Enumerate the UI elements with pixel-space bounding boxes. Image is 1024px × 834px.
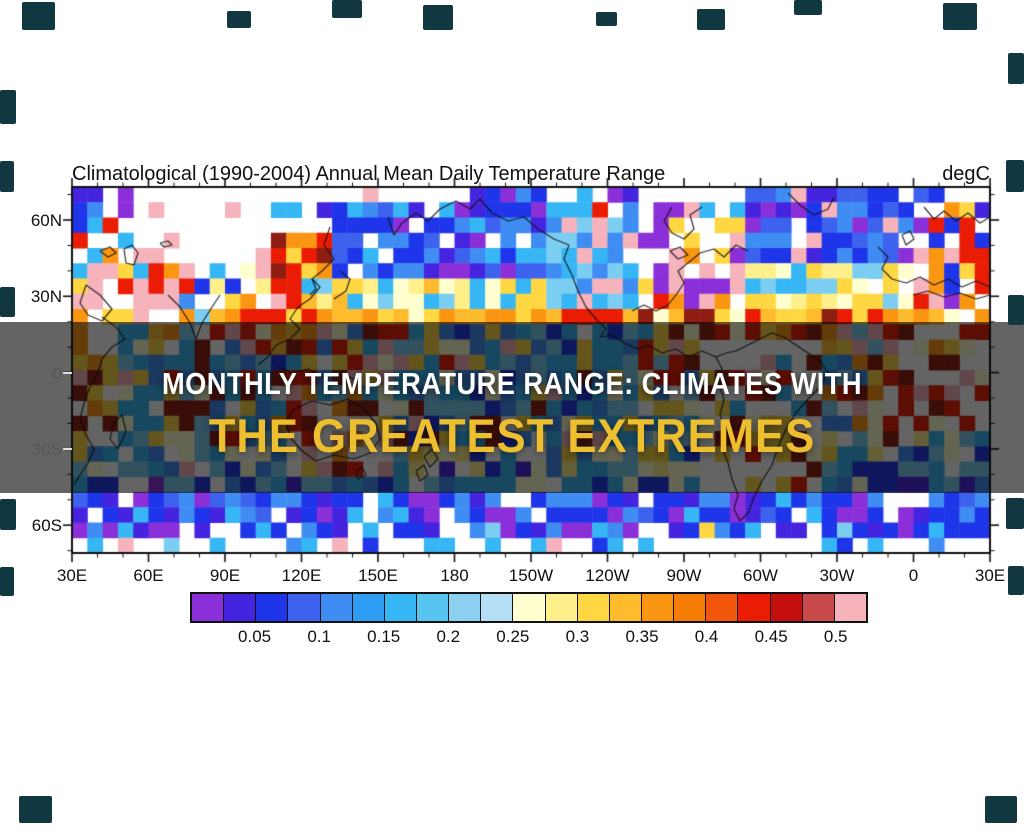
- colorbar-segment: [609, 594, 642, 621]
- edge-decoration-square: [22, 2, 55, 30]
- edge-decoration-square: [1008, 295, 1024, 325]
- colorbar-tick-label: 0.05: [238, 627, 272, 646]
- x-axis-label: 150E: [358, 566, 398, 585]
- edge-decoration-square: [19, 796, 52, 823]
- edge-decoration-square: [423, 5, 453, 30]
- edge-decoration-square: [697, 9, 725, 30]
- edge-decoration-square: [227, 11, 251, 28]
- x-axis-label: 0: [908, 566, 919, 585]
- edge-decoration-square: [0, 90, 16, 124]
- edge-decoration-square: [985, 796, 1017, 823]
- colorbar-segment: [802, 594, 835, 621]
- edge-decoration-square: [0, 287, 15, 317]
- x-axis-label: 150W: [508, 566, 554, 585]
- x-axis-label: 120W: [585, 566, 630, 585]
- edge-decoration-square: [332, 0, 362, 18]
- banner-overlay: [0, 322, 1024, 493]
- colorbar-segment: [513, 594, 546, 621]
- colorbar-segment: [256, 594, 289, 621]
- colorbar-tick-label: 0.25: [496, 627, 530, 646]
- x-axis-label: 30E: [56, 566, 88, 585]
- x-axis-label: 30E: [974, 566, 1006, 585]
- colorbar-segment: [738, 594, 771, 621]
- colorbar-segment: [674, 594, 707, 621]
- colorbar-tick-label: 0.4: [694, 627, 719, 646]
- colorbar-segment: [224, 594, 257, 621]
- edge-decoration-square: [0, 499, 16, 530]
- colorbar-segment: [192, 594, 225, 621]
- y-axis-label: 30N: [30, 287, 62, 307]
- colorbar-segment: [834, 594, 866, 621]
- edge-decoration-square: [1006, 160, 1024, 192]
- colorbar-segment: [352, 594, 385, 621]
- edge-decoration-square: [943, 3, 977, 30]
- colorbar-segment: [320, 594, 353, 621]
- figure-title: Climatological (1990-2004) Annual Mean D…: [72, 163, 666, 185]
- colorbar-segment: [384, 594, 417, 621]
- edge-decoration-square: [0, 567, 14, 596]
- colorbar-segment: [288, 594, 321, 621]
- edge-decoration-square: [794, 0, 822, 15]
- units-label: degC: [942, 163, 990, 185]
- x-axis-label: 180: [440, 566, 469, 585]
- banner-title-line2: THE GREATEST EXTREMES: [208, 409, 816, 462]
- edge-decoration-square: [1008, 566, 1024, 595]
- colorbar-segment: [706, 594, 739, 621]
- x-axis-label: 120E: [281, 566, 322, 585]
- x-axis-label: 60W: [743, 566, 778, 585]
- colorbar: [190, 592, 868, 623]
- x-axis-label: 30W: [819, 566, 855, 585]
- banner-title-line1: MONTHLY TEMPERATURE RANGE: CLIMATES WITH: [161, 366, 863, 401]
- axis-tick-light: [63, 447, 72, 450]
- colorbar-tick-label: 0.1: [307, 627, 331, 646]
- colorbar-tick-label: 0.2: [436, 627, 461, 646]
- x-axis-label: 90E: [209, 566, 241, 585]
- colorbar-tick-label: 0.15: [367, 627, 401, 646]
- colorbar-segment: [481, 594, 514, 621]
- edge-decoration-square: [1008, 53, 1024, 84]
- x-axis-label: 60E: [133, 566, 164, 585]
- edge-decoration-square: [596, 12, 617, 26]
- colorbar-tick-label: 0.45: [754, 627, 788, 646]
- edge-decoration-square: [0, 161, 14, 192]
- axis-tick-light: [63, 371, 72, 374]
- colorbar-segment: [449, 594, 482, 621]
- colorbar-segment: [641, 594, 675, 621]
- colorbar-segment: [577, 594, 610, 621]
- colorbar-tick-label: 0.3: [565, 627, 590, 646]
- x-axis-label: 90W: [666, 566, 702, 585]
- y-axis-label: 60S: [31, 516, 62, 535]
- colorbar-tick-label: 0.5: [823, 627, 848, 646]
- colorbar-segment: [416, 594, 450, 621]
- y-axis-label: 60N: [30, 211, 62, 230]
- colorbar-segment: [545, 594, 578, 621]
- colorbar-segment: [770, 594, 803, 621]
- edge-decoration-square: [1006, 498, 1024, 529]
- colorbar-tick-label: 0.35: [625, 627, 659, 646]
